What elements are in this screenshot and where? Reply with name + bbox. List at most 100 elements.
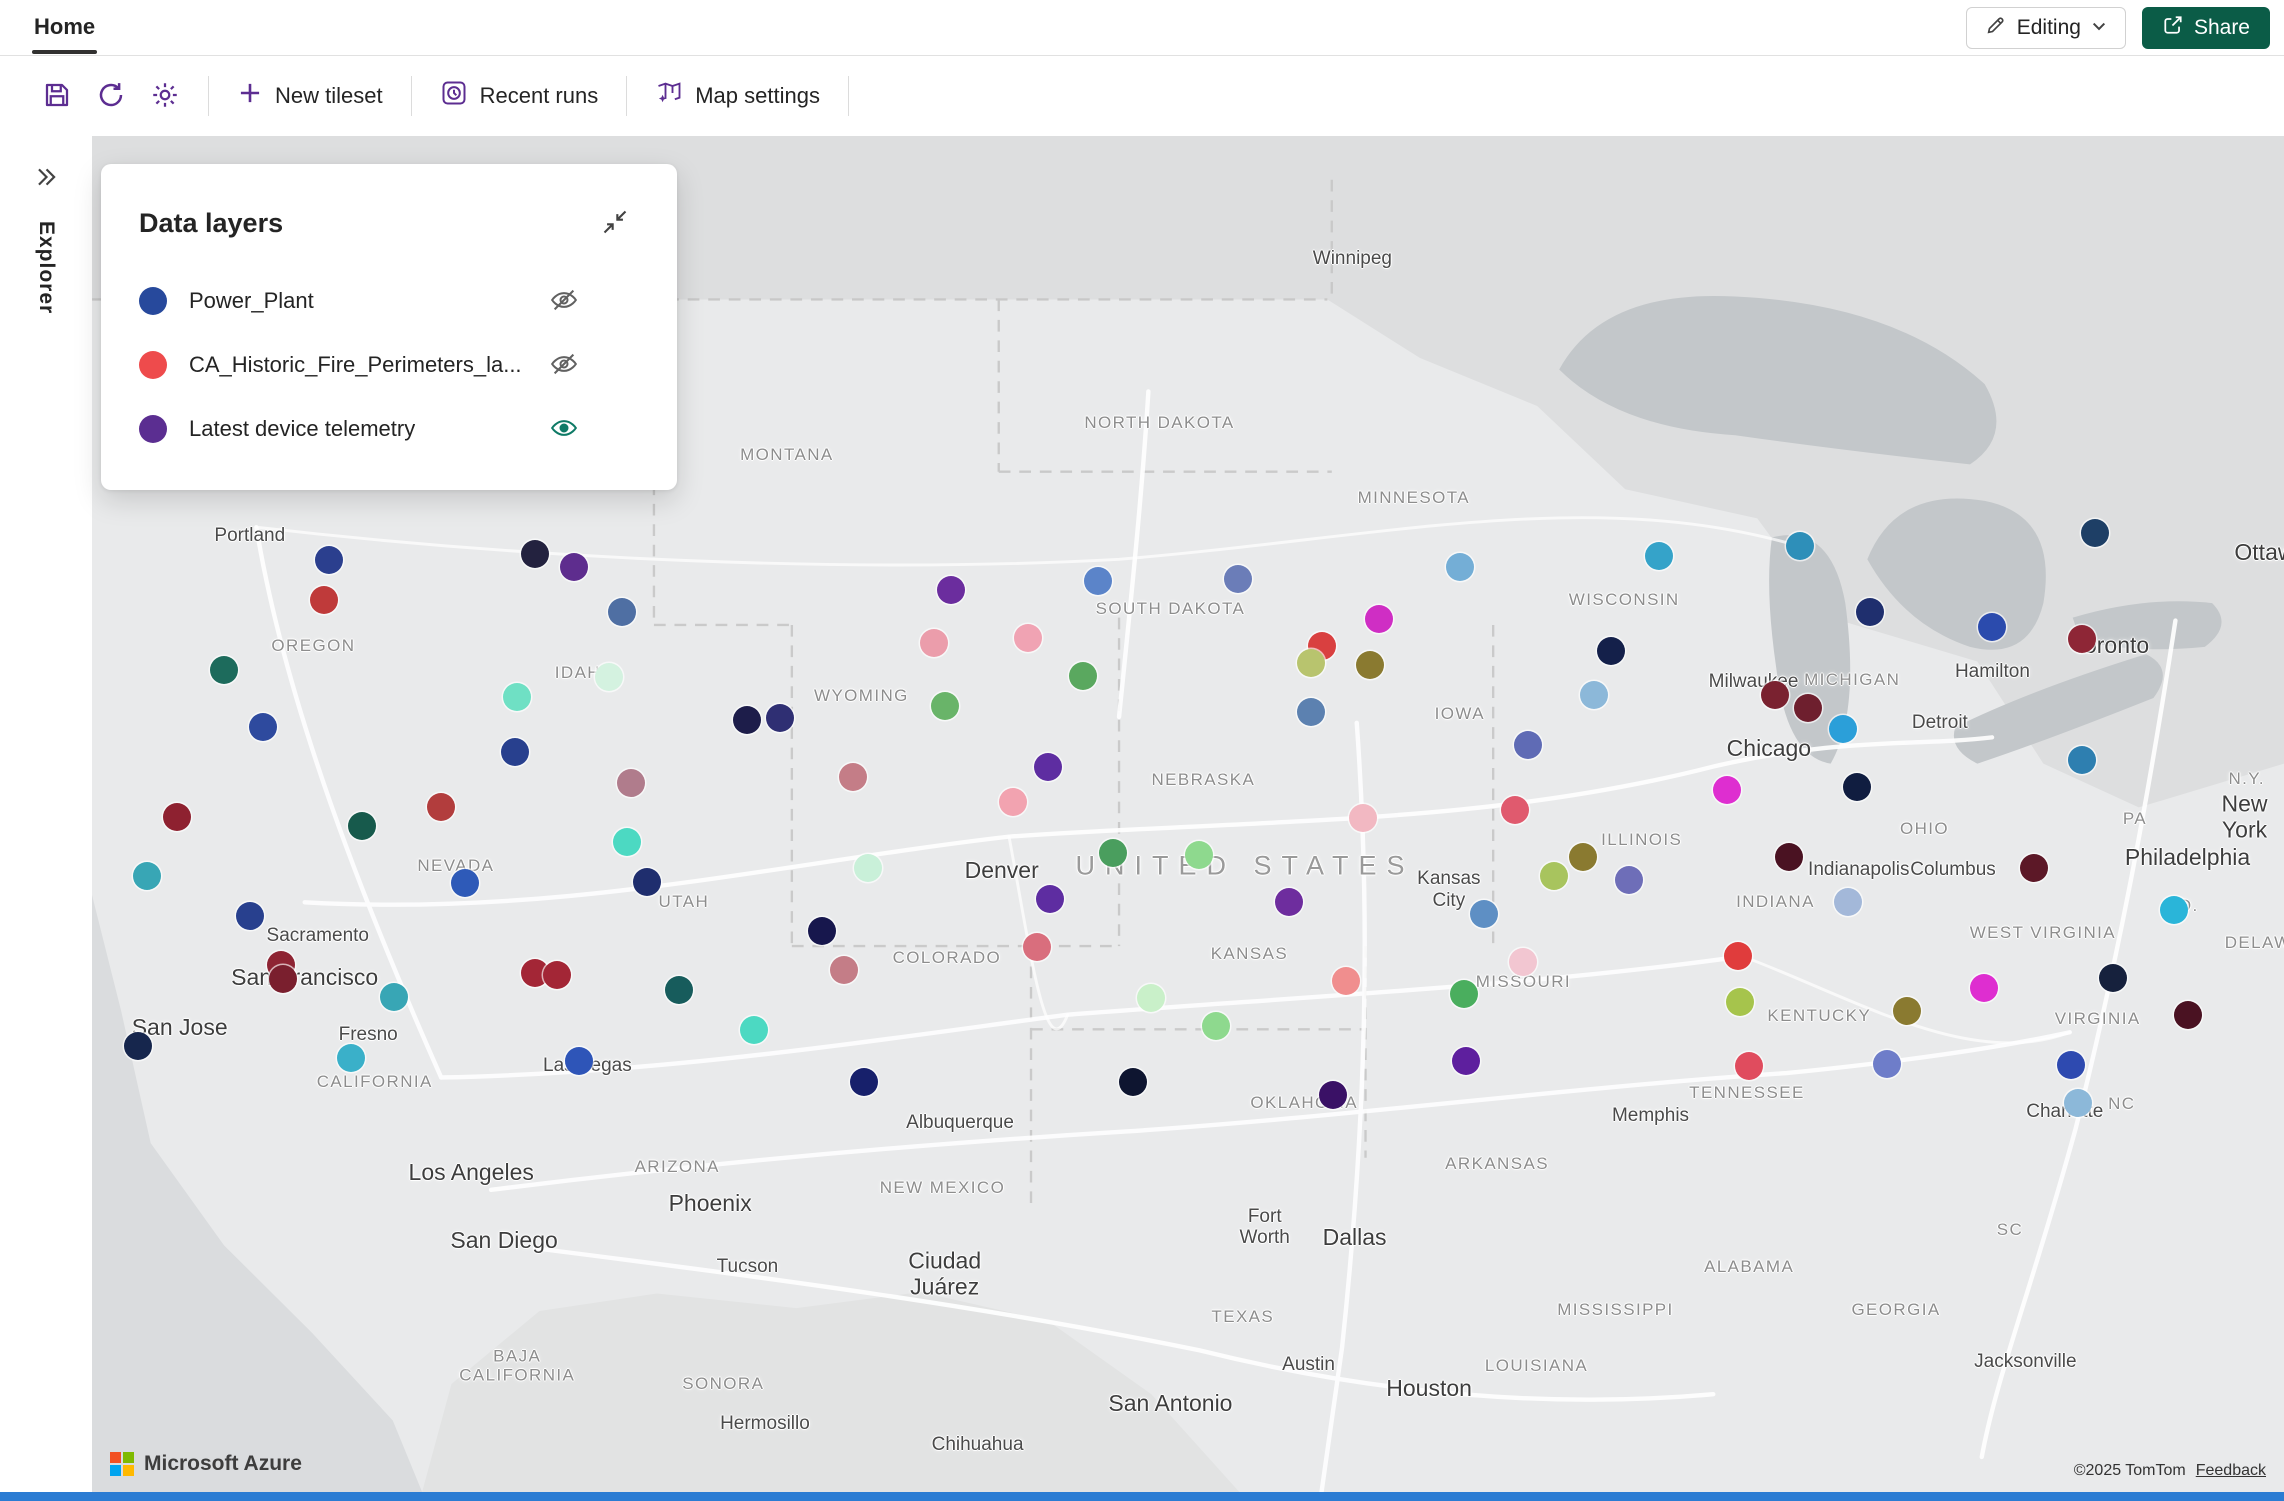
telemetry-point[interactable] [1829, 714, 1858, 743]
telemetry-point[interactable] [1355, 650, 1384, 679]
collapse-panel-button[interactable] [597, 204, 633, 243]
telemetry-point[interactable] [1296, 649, 1325, 678]
telemetry-point[interactable] [937, 576, 966, 605]
telemetry-point[interactable] [268, 965, 297, 994]
new-tileset-button[interactable]: New tileset [225, 69, 395, 123]
telemetry-point[interactable] [612, 828, 641, 857]
telemetry-point[interactable] [380, 983, 409, 1012]
telemetry-point[interactable] [1296, 698, 1325, 727]
telemetry-point[interactable] [1184, 840, 1213, 869]
telemetry-point[interactable] [426, 793, 455, 822]
telemetry-point[interactable] [1726, 988, 1755, 1017]
telemetry-point[interactable] [124, 1031, 153, 1060]
telemetry-point[interactable] [1224, 565, 1253, 594]
telemetry-point[interactable] [2020, 854, 2049, 883]
layer-row-latest-device-telemetry[interactable]: Latest device telemetry [139, 397, 633, 461]
telemetry-point[interactable] [930, 691, 959, 720]
telemetry-point[interactable] [2068, 745, 2097, 774]
telemetry-point[interactable] [1022, 932, 1051, 961]
telemetry-point[interactable] [1833, 888, 1862, 917]
telemetry-point[interactable] [1513, 730, 1542, 759]
telemetry-point[interactable] [1452, 1046, 1481, 1075]
telemetry-point[interactable] [450, 869, 479, 898]
telemetry-point[interactable] [1892, 996, 1921, 1025]
telemetry-point[interactable] [1713, 775, 1742, 804]
telemetry-point[interactable] [501, 737, 530, 766]
telemetry-point[interactable] [608, 597, 637, 626]
visibility-toggle-latest-device-telemetry[interactable] [547, 411, 581, 448]
telemetry-point[interactable] [829, 955, 858, 984]
telemetry-point[interactable] [807, 916, 836, 945]
telemetry-point[interactable] [1331, 966, 1360, 995]
telemetry-point[interactable] [1855, 597, 1884, 626]
telemetry-point[interactable] [739, 1015, 768, 1044]
telemetry-point[interactable] [520, 539, 549, 568]
telemetry-point[interactable] [1785, 531, 1814, 560]
telemetry-point[interactable] [998, 787, 1027, 816]
telemetry-point[interactable] [310, 585, 339, 614]
telemetry-point[interactable] [632, 867, 661, 896]
telemetry-point[interactable] [560, 553, 589, 582]
telemetry-point[interactable] [163, 802, 192, 831]
visibility-toggle-fire-perimeters[interactable] [547, 347, 581, 384]
telemetry-point[interactable] [2063, 1088, 2092, 1117]
telemetry-point[interactable] [1033, 752, 1062, 781]
telemetry-point[interactable] [1614, 866, 1643, 895]
save-button[interactable] [30, 69, 84, 123]
settings-button[interactable] [138, 69, 192, 123]
telemetry-point[interactable] [336, 1044, 365, 1073]
telemetry-point[interactable] [665, 976, 694, 1005]
telemetry-point[interactable] [1735, 1052, 1764, 1081]
feedback-link[interactable]: Feedback [2195, 1462, 2266, 1479]
telemetry-point[interactable] [1469, 900, 1498, 929]
telemetry-point[interactable] [503, 683, 532, 712]
telemetry-point[interactable] [1842, 772, 1871, 801]
telemetry-point[interactable] [2068, 625, 2097, 654]
telemetry-point[interactable] [1450, 980, 1479, 1009]
telemetry-point[interactable] [1013, 623, 1042, 652]
telemetry-point[interactable] [838, 763, 867, 792]
telemetry-point[interactable] [733, 706, 762, 735]
telemetry-point[interactable] [1202, 1011, 1231, 1040]
layer-row-fire-perimeters[interactable]: CA_Historic_Fire_Perimeters_la... [139, 333, 633, 397]
telemetry-point[interactable] [1568, 843, 1597, 872]
visibility-toggle-power-plant[interactable] [547, 283, 581, 320]
telemetry-point[interactable] [1724, 942, 1753, 971]
telemetry-point[interactable] [849, 1068, 878, 1097]
telemetry-point[interactable] [542, 961, 571, 990]
telemetry-point[interactable] [564, 1046, 593, 1075]
telemetry-point[interactable] [1274, 888, 1303, 917]
telemetry-point[interactable] [1349, 804, 1378, 833]
telemetry-point[interactable] [1084, 566, 1113, 595]
telemetry-point[interactable] [1794, 694, 1823, 723]
layer-row-power-plant[interactable]: Power_Plant [139, 269, 633, 333]
telemetry-point[interactable] [1597, 637, 1626, 666]
telemetry-point[interactable] [2160, 896, 2189, 925]
tab-home[interactable]: Home [24, 2, 105, 54]
recent-runs-button[interactable]: Recent runs [428, 69, 611, 123]
telemetry-point[interactable] [617, 768, 646, 797]
telemetry-point[interactable] [1318, 1080, 1347, 1109]
telemetry-point[interactable] [314, 546, 343, 575]
telemetry-point[interactable] [1509, 947, 1538, 976]
map-settings-button[interactable]: Map settings [643, 69, 832, 123]
telemetry-point[interactable] [1068, 661, 1097, 690]
telemetry-point[interactable] [2057, 1050, 2086, 1079]
refresh-button[interactable] [84, 69, 138, 123]
telemetry-point[interactable] [209, 656, 238, 685]
telemetry-point[interactable] [1774, 843, 1803, 872]
telemetry-point[interactable] [1873, 1049, 1902, 1078]
telemetry-point[interactable] [2081, 519, 2110, 548]
telemetry-point[interactable] [2173, 1000, 2202, 1029]
telemetry-point[interactable] [1579, 680, 1608, 709]
telemetry-point[interactable] [1364, 604, 1393, 633]
telemetry-point[interactable] [595, 663, 624, 692]
telemetry-point[interactable] [1136, 984, 1165, 1013]
expand-explorer-button[interactable] [29, 160, 63, 197]
telemetry-point[interactable] [1035, 885, 1064, 914]
share-button[interactable]: Share [2141, 6, 2270, 49]
telemetry-point[interactable] [766, 703, 795, 732]
telemetry-point[interactable] [1540, 862, 1569, 891]
telemetry-point[interactable] [1761, 680, 1790, 709]
telemetry-point[interactable] [1969, 973, 1998, 1002]
